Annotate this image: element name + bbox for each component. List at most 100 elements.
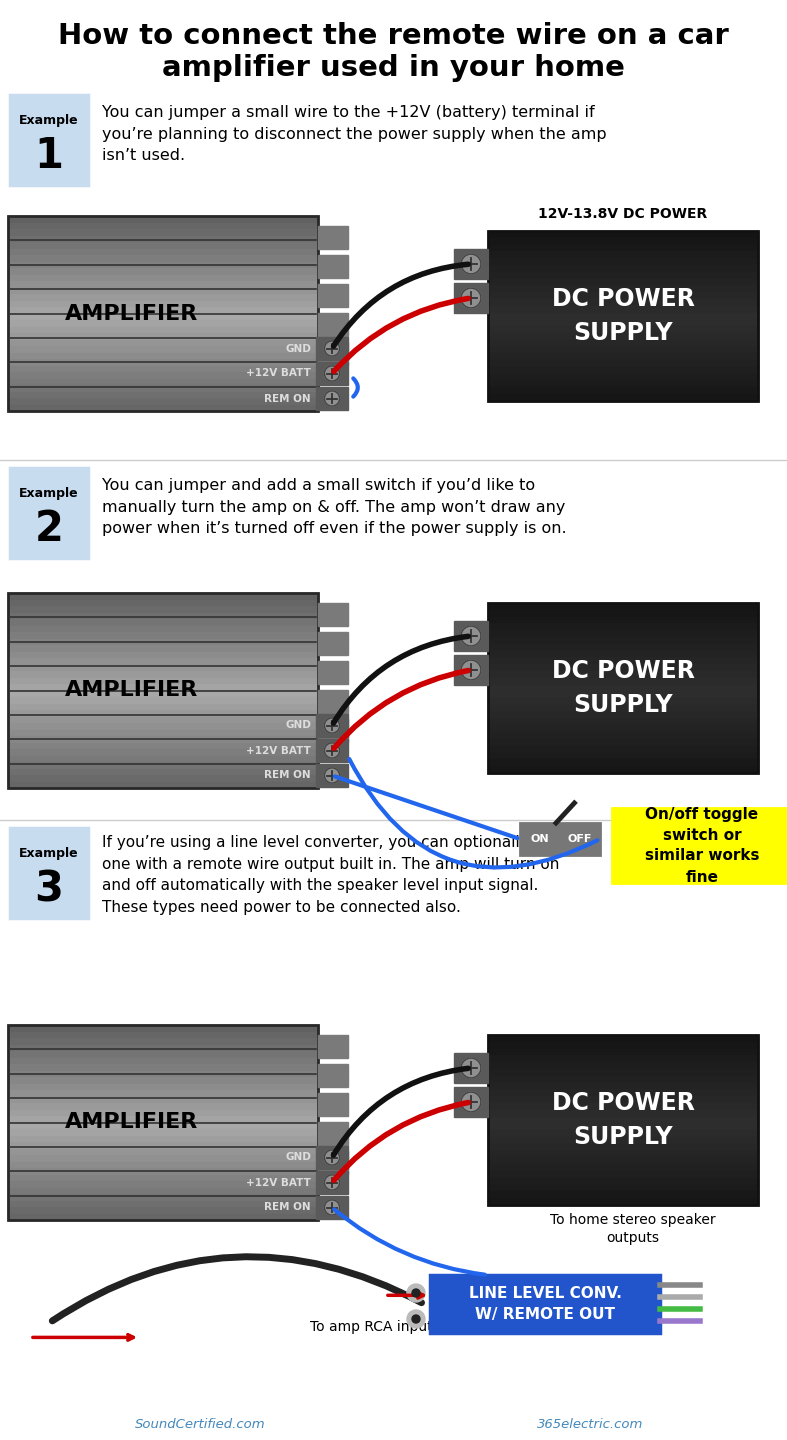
Bar: [8, 612, 318, 619]
Bar: [488, 333, 758, 340]
Bar: [8, 632, 318, 638]
Bar: [8, 301, 318, 307]
Bar: [8, 1083, 318, 1090]
Bar: [8, 281, 318, 288]
Bar: [316, 1171, 348, 1194]
Circle shape: [324, 743, 339, 757]
Bar: [8, 236, 318, 242]
Bar: [454, 655, 488, 685]
Bar: [8, 294, 318, 301]
Bar: [8, 762, 318, 769]
Bar: [488, 1035, 758, 1041]
Bar: [488, 1035, 758, 1205]
Text: To amp RCA inputs: To amp RCA inputs: [310, 1320, 440, 1335]
Bar: [488, 1096, 758, 1103]
Bar: [8, 1064, 318, 1070]
Text: AMPLIFIER: AMPLIFIER: [65, 681, 198, 700]
Bar: [488, 1103, 758, 1110]
Bar: [488, 292, 758, 300]
Circle shape: [461, 253, 481, 274]
Bar: [488, 1123, 758, 1130]
Bar: [488, 230, 758, 238]
Bar: [488, 1056, 758, 1063]
Bar: [488, 367, 758, 374]
Bar: [8, 405, 318, 410]
Bar: [318, 312, 348, 336]
Bar: [316, 1197, 348, 1220]
Bar: [8, 593, 318, 599]
Text: GND: GND: [285, 1152, 311, 1162]
Text: Example: Example: [19, 487, 79, 500]
Bar: [488, 1143, 758, 1151]
Text: +12V BATT: +12V BATT: [246, 746, 311, 756]
Bar: [488, 1110, 758, 1116]
Bar: [8, 743, 318, 749]
Bar: [488, 1178, 758, 1185]
Bar: [488, 380, 758, 387]
Bar: [488, 1116, 758, 1123]
Bar: [318, 1093, 348, 1116]
Bar: [488, 603, 758, 773]
Bar: [488, 347, 758, 353]
Bar: [318, 1035, 348, 1058]
Bar: [520, 824, 600, 855]
Bar: [8, 397, 318, 405]
Bar: [8, 1175, 318, 1181]
Bar: [488, 1151, 758, 1158]
Circle shape: [407, 1284, 425, 1302]
Text: 2: 2: [35, 508, 64, 550]
Bar: [488, 1158, 758, 1164]
Bar: [8, 1116, 318, 1123]
Bar: [8, 1044, 318, 1051]
Bar: [8, 1090, 318, 1096]
Text: REM ON: REM ON: [264, 770, 311, 780]
Bar: [488, 1130, 758, 1138]
Bar: [488, 387, 758, 395]
Bar: [10, 828, 88, 919]
Bar: [488, 360, 758, 367]
Bar: [318, 719, 348, 742]
Bar: [488, 258, 758, 265]
Bar: [454, 284, 488, 312]
Text: REM ON: REM ON: [264, 1202, 311, 1212]
Bar: [8, 658, 318, 664]
Bar: [8, 384, 318, 392]
Bar: [8, 1136, 318, 1142]
Bar: [8, 1155, 318, 1162]
Bar: [8, 1025, 318, 1031]
Text: 3: 3: [35, 868, 64, 910]
Bar: [488, 678, 758, 684]
Bar: [8, 216, 318, 223]
Bar: [8, 749, 318, 756]
Bar: [8, 366, 318, 372]
Bar: [8, 671, 318, 677]
Bar: [488, 658, 758, 664]
Bar: [316, 765, 348, 788]
Bar: [488, 671, 758, 678]
Circle shape: [461, 626, 481, 647]
Bar: [488, 706, 758, 711]
Bar: [488, 691, 758, 698]
Text: ON: ON: [530, 834, 549, 844]
Bar: [318, 255, 348, 278]
Bar: [430, 1274, 660, 1333]
Bar: [488, 603, 758, 609]
Bar: [316, 337, 348, 360]
Bar: [8, 691, 318, 697]
Circle shape: [461, 1092, 481, 1112]
Bar: [488, 1171, 758, 1178]
Bar: [488, 252, 758, 258]
Bar: [488, 1083, 758, 1090]
Text: 365electric.com: 365electric.com: [537, 1418, 643, 1431]
Bar: [316, 739, 348, 762]
Bar: [488, 238, 758, 245]
Bar: [8, 651, 318, 658]
Bar: [8, 1038, 318, 1044]
Bar: [8, 1162, 318, 1168]
Circle shape: [324, 1151, 339, 1165]
Bar: [8, 1214, 318, 1220]
Bar: [318, 284, 348, 307]
Text: GND: GND: [285, 344, 311, 353]
Bar: [8, 359, 318, 366]
Circle shape: [324, 390, 339, 406]
